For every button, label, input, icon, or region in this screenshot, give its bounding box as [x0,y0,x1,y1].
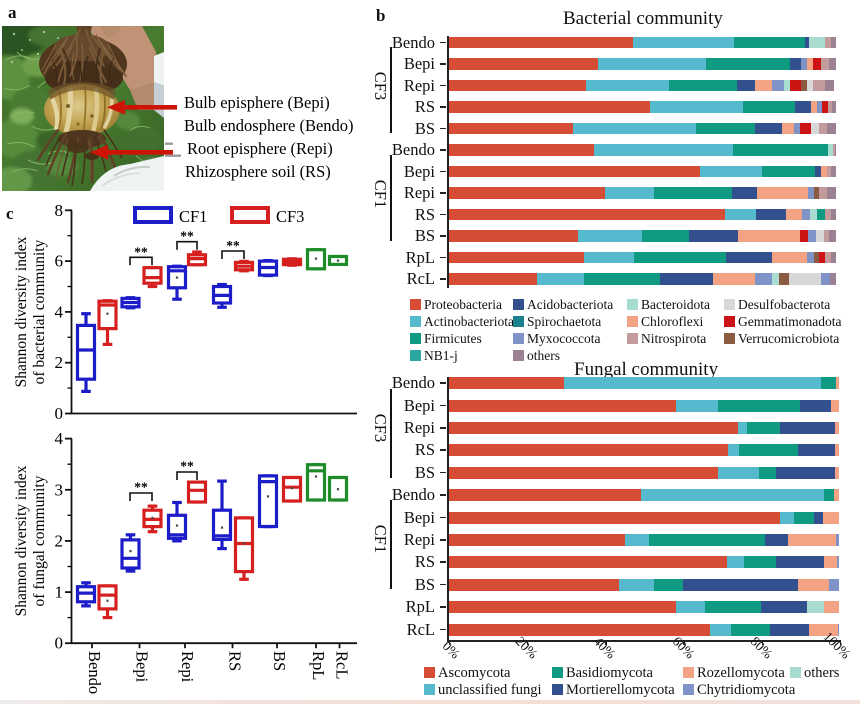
svg-text:BS: BS [270,651,289,671]
svg-text:2: 2 [55,531,64,550]
svg-text:0: 0 [55,404,64,423]
svg-text:RpL: RpL [309,651,328,680]
svg-text:**: ** [226,238,240,253]
svg-text:CF1: CF1 [179,207,207,226]
svg-text:**: ** [180,459,194,474]
svg-text:1: 1 [55,583,64,602]
svg-text:8: 8 [55,201,64,220]
svg-text:Shannon diversity index: Shannon diversity index [13,236,30,387]
svg-text:of bacterial community: of bacterial community [31,239,48,384]
svg-text:3: 3 [55,480,64,499]
svg-text:RcL: RcL [333,651,352,679]
svg-text:of fungal community: of fungal community [31,475,48,606]
svg-text:**: ** [180,229,194,244]
svg-text:2: 2 [55,353,64,372]
svg-text:CF3: CF3 [276,207,304,226]
svg-text:4: 4 [55,302,64,321]
svg-text:0: 0 [55,634,64,653]
svg-text:4: 4 [55,429,64,448]
svg-text:**: ** [134,245,148,260]
svg-text:Bendo: Bendo [85,651,104,694]
svg-text:Shannon diversity index: Shannon diversity index [13,465,30,616]
svg-text:**: ** [134,480,148,495]
svg-text:Repi: Repi [178,651,197,683]
svg-text:RS: RS [226,651,245,671]
svg-text:Bepi: Bepi [133,651,152,683]
svg-text:6: 6 [55,252,64,271]
